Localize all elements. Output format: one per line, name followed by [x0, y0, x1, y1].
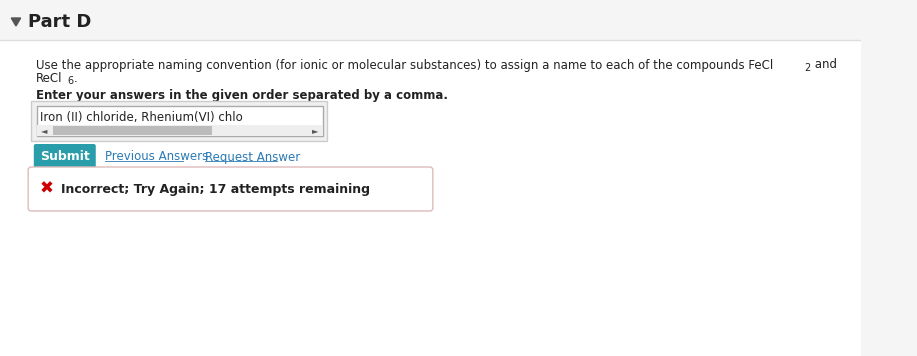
FancyBboxPatch shape [34, 144, 95, 170]
Text: .: . [74, 72, 78, 84]
Text: 6: 6 [68, 76, 73, 86]
FancyBboxPatch shape [52, 126, 212, 135]
Text: ✖: ✖ [40, 180, 54, 198]
FancyBboxPatch shape [37, 125, 323, 136]
FancyBboxPatch shape [0, 40, 861, 356]
Text: Iron (II) chloride, Rhenium(VI) chlo: Iron (II) chloride, Rhenium(VI) chlo [40, 111, 243, 125]
Text: Use the appropriate naming convention (for ionic or molecular substances) to ass: Use the appropriate naming convention (f… [36, 58, 773, 72]
Polygon shape [11, 18, 21, 26]
Text: Request Answer: Request Answer [204, 151, 300, 163]
Text: Incorrect; Try Again; 17 attempts remaining: Incorrect; Try Again; 17 attempts remain… [61, 183, 370, 195]
Text: ReCl: ReCl [36, 72, 62, 84]
Text: Enter your answers in the given order separated by a comma.: Enter your answers in the given order se… [36, 89, 447, 101]
Text: ◄: ◄ [41, 126, 48, 135]
FancyBboxPatch shape [31, 101, 326, 141]
Text: Submit: Submit [40, 151, 90, 163]
Text: Previous Answers: Previous Answers [105, 151, 208, 163]
Text: Part D: Part D [28, 13, 92, 31]
FancyBboxPatch shape [0, 0, 861, 40]
Text: 2: 2 [804, 63, 811, 73]
Text: ►: ► [312, 126, 318, 135]
FancyBboxPatch shape [28, 167, 433, 211]
Text: and: and [812, 58, 837, 72]
FancyBboxPatch shape [37, 106, 323, 136]
